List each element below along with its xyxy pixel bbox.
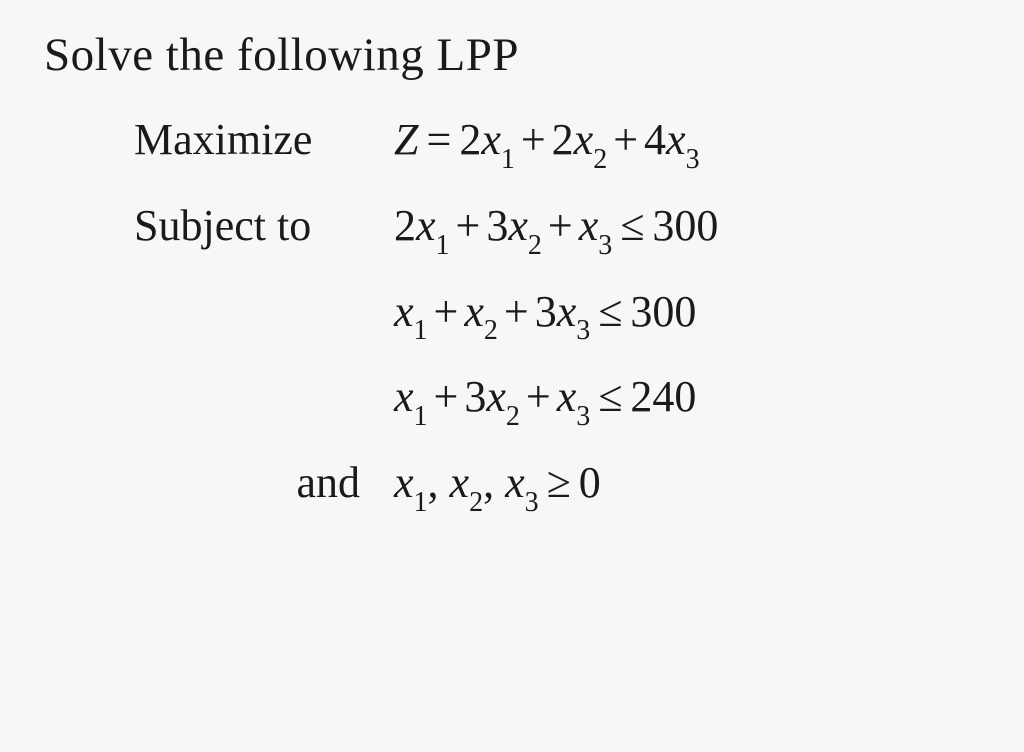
- c3-rhs: 240: [630, 372, 696, 421]
- plus-sign: +: [607, 115, 644, 164]
- c1-t1-coef: 2: [394, 201, 416, 250]
- objective-row: Maximize Z=2x1+2x2+4x3: [134, 114, 1000, 172]
- obj-term-2-var: x: [574, 115, 594, 164]
- obj-term-2-coef: 2: [552, 115, 574, 164]
- obj-term-1-coef: 2: [459, 115, 481, 164]
- c3-t2-var: x: [486, 372, 506, 421]
- nn-rhs: 0: [579, 458, 601, 507]
- c2-t3-coef: 3: [535, 287, 557, 336]
- c2-t1-var: x: [394, 287, 414, 336]
- objective-expression: Z=2x1+2x2+4x3: [394, 114, 700, 172]
- c1-t1-sub: 1: [436, 230, 450, 261]
- plus-sign: +: [498, 287, 535, 336]
- comma: ,: [428, 458, 450, 507]
- c3-t2-sub: 2: [506, 401, 520, 432]
- c3-t3-var: x: [557, 372, 577, 421]
- constraint-row-2: x1+x2+3x3≤300: [134, 286, 1000, 344]
- c2-t3-sub: 3: [576, 315, 590, 346]
- nonneg-row: and x1, x2, x3≥0: [134, 457, 1000, 515]
- obj-term-3-var: x: [666, 115, 686, 164]
- c1-rhs: 300: [652, 201, 718, 250]
- constraint-1-expression: 2x1+3x2+x3≤300: [394, 200, 718, 258]
- c2-t1-sub: 1: [414, 315, 428, 346]
- c3-t3-sub: 3: [576, 401, 590, 432]
- plus-sign: +: [520, 372, 557, 421]
- nn-v1-var: x: [394, 458, 414, 507]
- constraint-row-3: x1+3x2+x3≤240: [134, 371, 1000, 429]
- obj-term-2-sub: 2: [593, 144, 607, 175]
- constraint-row-1: Subject to 2x1+3x2+x3≤300: [134, 200, 1000, 258]
- problem-heading: Solve the following LPP: [44, 28, 1000, 82]
- c1-t2-sub: 2: [528, 230, 542, 261]
- c3-t1-sub: 1: [414, 401, 428, 432]
- c2-t2-sub: 2: [484, 315, 498, 346]
- c3-t2-coef: 3: [464, 372, 486, 421]
- plus-sign: +: [515, 115, 552, 164]
- subject-to-label: Subject to: [134, 200, 394, 251]
- nn-v2-sub: 2: [469, 487, 483, 518]
- plus-sign: +: [428, 372, 465, 421]
- c1-t2-coef: 3: [486, 201, 508, 250]
- obj-term-1-var: x: [481, 115, 501, 164]
- c3-t1-var: x: [394, 372, 414, 421]
- lpp-block: Maximize Z=2x1+2x2+4x3 Subject to 2x1+3x…: [134, 114, 1000, 515]
- maximize-label: Maximize: [134, 114, 394, 165]
- comma: ,: [483, 458, 505, 507]
- leq-sign: ≤: [612, 201, 652, 250]
- c2-t2-var: x: [464, 287, 484, 336]
- nn-v1-sub: 1: [414, 487, 428, 518]
- and-label: and: [134, 457, 394, 508]
- nn-v3-var: x: [505, 458, 525, 507]
- geq-sign: ≥: [539, 458, 579, 507]
- obj-term-1-sub: 1: [501, 144, 515, 175]
- constraint-3-expression: x1+3x2+x3≤240: [394, 371, 696, 429]
- equals-sign: =: [418, 115, 459, 164]
- c2-rhs: 300: [630, 287, 696, 336]
- constraint-2-expression: x1+x2+3x3≤300: [394, 286, 696, 344]
- plus-sign: +: [450, 201, 487, 250]
- obj-term-3-coef: 4: [644, 115, 666, 164]
- c2-t3-var: x: [557, 287, 577, 336]
- c1-t3-var: x: [579, 201, 599, 250]
- nn-v3-sub: 3: [525, 487, 539, 518]
- nn-v2-var: x: [450, 458, 470, 507]
- nonneg-expression: x1, x2, x3≥0: [394, 457, 601, 515]
- c1-t2-var: x: [508, 201, 528, 250]
- plus-sign: +: [542, 201, 579, 250]
- leq-sign: ≤: [590, 372, 630, 421]
- obj-term-3-sub: 3: [686, 144, 700, 175]
- c1-t1-var: x: [416, 201, 436, 250]
- leq-sign: ≤: [590, 287, 630, 336]
- plus-sign: +: [428, 287, 465, 336]
- objective-lhs: Z: [394, 115, 418, 164]
- c1-t3-sub: 3: [598, 230, 612, 261]
